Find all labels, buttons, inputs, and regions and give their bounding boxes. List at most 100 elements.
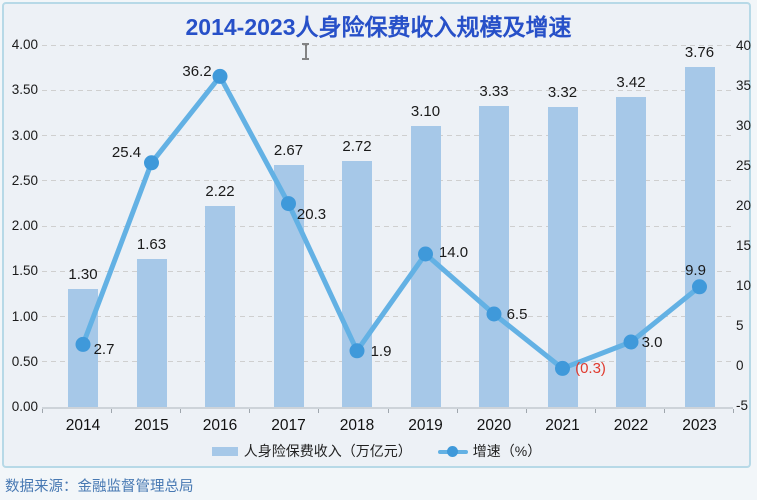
y-axis-label-right: 0 [736,358,744,373]
line-marker-2015 [144,155,159,171]
x-axis-tick [663,409,665,413]
y-axis-label-left: 3.50 [11,82,38,98]
y-axis-label-left: 2.00 [11,218,38,233]
growth-value-label-2022: 3.0 [641,334,663,351]
x-axis-line [42,407,733,409]
bar-value-label-2019: 3.10 [410,103,441,121]
y-axis-label-right: 25 [736,158,752,173]
x-axis-label-2017: 2017 [271,417,306,434]
x-axis-tick [249,409,251,413]
bar-2020 [479,105,509,407]
legend-item-premium: 人身险保费收入（万亿元） [211,441,412,461]
x-axis-label-2022: 2022 [613,417,649,434]
line-marker-2016 [212,68,228,84]
legend-label-growth: 增速（%） [472,443,542,459]
y-axis-label-left: 4.00 [11,37,38,52]
y-axis-label-right: 35 [736,78,752,93]
bar-value-label-2014: 1.30 [68,266,98,284]
x-axis-label-2016: 2016 [202,417,238,434]
line-swatch-icon [437,445,468,458]
x-axis-label-2023: 2023 [682,417,717,434]
x-axis-tick [733,409,734,413]
gridline [42,44,733,46]
chart-title: 2014-2023人身险保费收入规模及增速 [185,14,572,40]
growth-line-path [80,73,702,371]
source-caption: 数据来源：金融监督管理总局 [5,479,194,495]
growth-value-label-2019: 14.0 [438,244,469,261]
growth-value-label-2020: 6.5 [506,306,528,323]
line-marker-2023 [692,279,707,295]
line-marker-2020 [486,306,502,322]
growth-value-label-2016: 36.2 [182,63,212,81]
x-axis-tick [456,409,458,413]
x-axis-tick [42,409,43,413]
growth-value-label-2015: 25.4 [111,143,142,161]
legend: 人身险保费收入（万亿元） 增速（%） [2,441,751,461]
line-marker-2014 [75,336,91,352]
legend-item-growth: 增速（%） [437,441,542,461]
y-axis-label-right: 10 [736,278,752,293]
growth-value-label-2017: 20.3 [296,205,327,223]
bar-value-label-2018: 2.72 [342,137,372,155]
bar-2018 [342,160,372,407]
y-axis-label-right: 30 [736,118,752,133]
gridline [42,180,733,182]
x-axis-label-2021: 2021 [545,417,580,434]
bar-2016 [205,206,235,407]
x-axis-label-2015: 2015 [134,417,169,434]
x-axis-label-2014: 2014 [65,417,101,434]
y-axis-label-right: 5 [736,318,744,333]
y-axis-label-left: 1.00 [11,308,38,324]
legend-label-premium: 人身险保费收入（万亿元） [243,443,412,459]
y-axis-label-left: 2.50 [11,172,38,188]
x-axis-tick [318,409,320,413]
bar-value-label-2017: 2.67 [273,142,304,160]
bar-2021 [547,106,578,407]
gridline [42,89,733,91]
line-swatch-dot [446,445,458,457]
y-axis-label-left: 3.00 [11,127,38,143]
y-axis-label-left: 0.50 [11,353,38,369]
y-axis-label-right: 20 [736,198,752,213]
growth-value-label-2014: 2.7 [93,341,115,359]
line-marker-2021 [555,360,570,376]
x-axis-tick [594,409,596,413]
bar-2023 [684,66,715,407]
y-axis-label-right: 40 [736,38,752,53]
bar-swatch-icon [211,446,238,456]
x-axis-label-2019: 2019 [408,417,443,434]
gridline [42,270,733,272]
text-cursor-icon [301,43,310,60]
x-axis-label-2020: 2020 [476,417,512,434]
bar-value-label-2023: 3.76 [684,43,715,61]
growth-value-label-2018: 1.9 [370,342,392,360]
line-marker-2018 [349,343,365,359]
y-axis-label-right: -5 [736,398,749,413]
gridline [42,316,733,317]
bar-value-label-2021: 3.32 [547,83,578,101]
growth-value-label-2023: 9.9 [685,261,706,279]
x-axis-tick [111,409,113,413]
y-axis-label-left: 1.50 [11,263,38,279]
line-marker-2017 [281,196,296,212]
x-axis-tick [525,409,527,413]
growth-value-label-2021: (0.3) [575,360,606,378]
y-axis-label-left: 0.00 [11,399,38,414]
bar-value-label-2016: 2.22 [205,183,235,201]
bar-value-label-2015: 1.63 [136,236,167,254]
gridline [42,225,733,227]
y-axis-label-right: 15 [736,238,752,253]
bar-2022 [616,97,646,407]
x-axis-label-2018: 2018 [339,417,375,434]
bar-value-label-2022: 3.42 [616,74,646,92]
gridline [42,361,733,363]
line-marker-2019 [418,246,433,262]
x-axis-tick [180,409,182,413]
gridline [42,135,733,136]
bar-value-label-2020: 3.33 [479,82,509,100]
line-marker-2022 [623,334,639,350]
